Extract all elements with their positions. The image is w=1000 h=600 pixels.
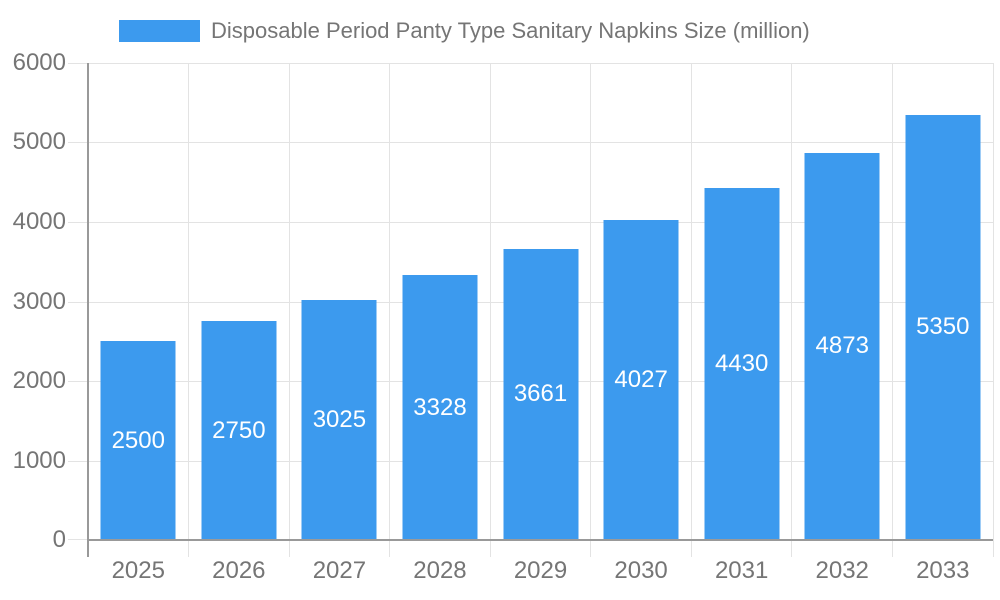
gridline-vertical bbox=[690, 63, 692, 557]
bar-2028[interactable]: 3328 bbox=[402, 275, 478, 540]
x-axis-label: 2030 bbox=[614, 557, 668, 584]
x-axis-label: 2027 bbox=[312, 557, 367, 584]
x-axis-zero-tick bbox=[68, 539, 88, 540]
bar-2027[interactable]: 3025 bbox=[301, 299, 377, 540]
bar-value-label: 3661 bbox=[513, 380, 568, 408]
bar-category-2025: 2500 bbox=[88, 63, 189, 540]
bar-value-label: 4027 bbox=[614, 365, 668, 393]
x-axis-label: 2028 bbox=[413, 557, 467, 584]
legend-swatch bbox=[119, 20, 200, 42]
y-axis-line bbox=[87, 63, 89, 557]
bar-series: 2500 2750 3025 3328 3661 4027 4430 4873 5350 bbox=[88, 63, 993, 540]
bar-2030[interactable]: 4027 bbox=[603, 219, 679, 540]
gridline-vertical bbox=[188, 63, 190, 557]
y-axis-tick-label: 1000 bbox=[12, 446, 66, 474]
legend[interactable]: Disposable Period Panty Type Sanitary Na… bbox=[119, 19, 810, 43]
x-axis-label: 2031 bbox=[714, 557, 769, 584]
x-axis-label: 2033 bbox=[916, 557, 970, 584]
gridline-horizontal bbox=[68, 63, 993, 64]
bar-category-2027: 3025 bbox=[289, 63, 390, 540]
bar-2033[interactable]: 5350 bbox=[905, 114, 981, 540]
y-axis-tick-label: 4000 bbox=[12, 207, 66, 235]
gridline-horizontal bbox=[68, 221, 993, 223]
y-axis-tick-label: 2000 bbox=[12, 366, 66, 394]
gridline-vertical bbox=[590, 63, 592, 557]
bar-value-label: 4430 bbox=[714, 349, 769, 377]
x-axis-labels: 2025 2026 2027 2028 2029 2030 2031 2032 2033 bbox=[88, 557, 993, 585]
x-axis-label: 2026 bbox=[212, 557, 266, 584]
gridline-vertical bbox=[489, 63, 491, 557]
gridline-vertical bbox=[791, 63, 793, 557]
y-axis-tick-label: 0 bbox=[52, 526, 66, 553]
bar-value-label: 4873 bbox=[815, 332, 869, 360]
y-axis-tick-label: 3000 bbox=[12, 287, 66, 315]
bar-category-2026: 2750 bbox=[189, 63, 290, 540]
bar-category-2029: 3661 bbox=[490, 63, 591, 540]
y-axis-tick-label: 6000 bbox=[12, 49, 66, 76]
bar-category-2030: 4027 bbox=[591, 63, 692, 540]
bar-value-label: 3328 bbox=[413, 393, 467, 421]
bar-value-label: 2500 bbox=[111, 426, 165, 454]
gridline-horizontal bbox=[68, 142, 993, 144]
gridline-vertical bbox=[992, 63, 994, 557]
x-axis-label: 2029 bbox=[513, 557, 568, 584]
gridline-vertical bbox=[389, 63, 391, 557]
bar-value-label: 5350 bbox=[916, 313, 970, 341]
bar-value-label: 3025 bbox=[312, 405, 367, 433]
bar-2031[interactable]: 4430 bbox=[704, 187, 780, 540]
bar-2026[interactable]: 2750 bbox=[201, 321, 277, 540]
bar-2029[interactable]: 3661 bbox=[503, 248, 579, 540]
gridline-vertical bbox=[891, 63, 893, 557]
bar-category-2032: 4873 bbox=[792, 63, 893, 540]
bar-category-2033: 5350 bbox=[893, 63, 994, 540]
bar-value-label: 2750 bbox=[212, 416, 266, 444]
x-axis-line bbox=[88, 539, 993, 541]
bar-2032[interactable]: 4873 bbox=[804, 152, 880, 540]
legend-label: Disposable Period Panty Type Sanitary Na… bbox=[211, 18, 810, 43]
y-axis-tick-label: 5000 bbox=[12, 128, 66, 156]
bar-2025[interactable]: 2500 bbox=[100, 341, 176, 540]
x-axis-label: 2025 bbox=[111, 557, 165, 584]
plot-area: 2500 2750 3025 3328 3661 4027 4430 4873 5350 bbox=[68, 63, 994, 557]
y-axis-labels: 0 1000 2000 3000 4000 5000 6000 bbox=[0, 49, 66, 553]
x-axis-label: 2032 bbox=[815, 557, 869, 584]
bar-category-2031: 4430 bbox=[691, 63, 792, 540]
gridline-vertical bbox=[288, 63, 290, 557]
bar-category-2028: 3328 bbox=[390, 63, 491, 540]
